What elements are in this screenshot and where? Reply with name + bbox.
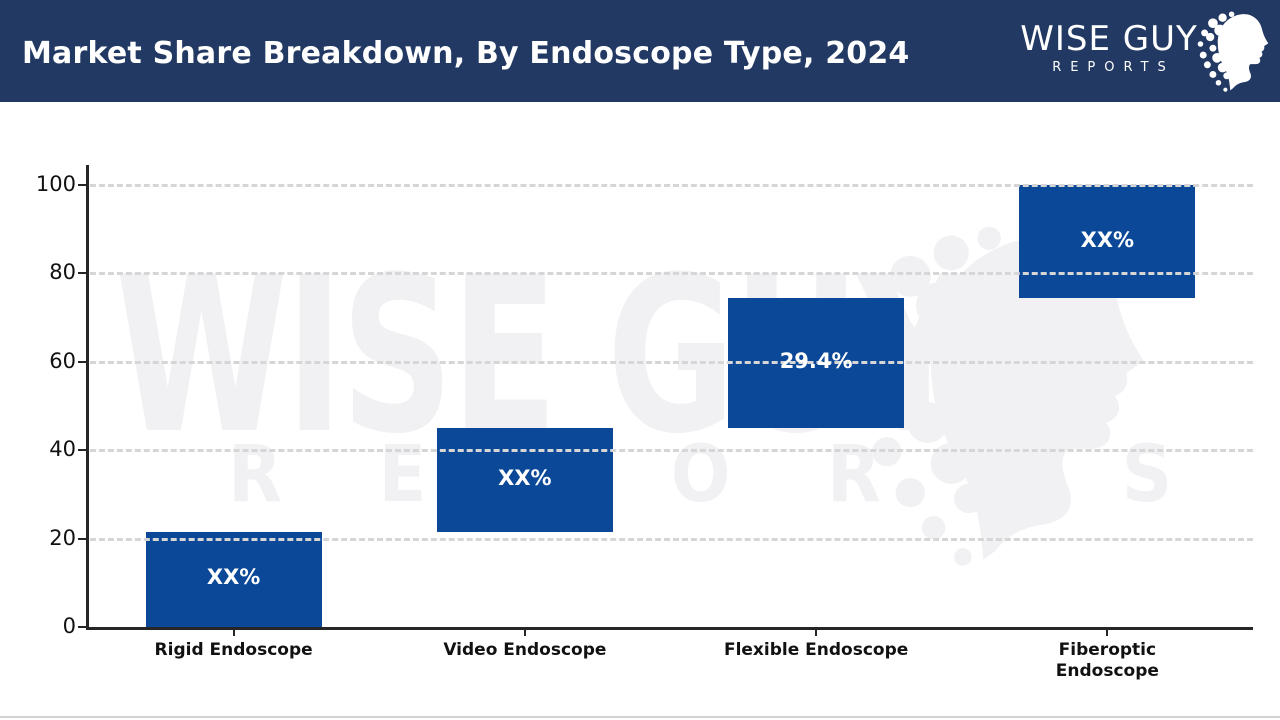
background-watermark-reports: R E P O R T S <box>228 430 1209 520</box>
y-tick-label: 40 <box>49 437 76 462</box>
y-axis-line <box>86 165 89 627</box>
x-category-label: Video Endoscope <box>443 640 607 660</box>
brand-logo: WISE GUY REPORTS <box>1020 6 1270 98</box>
y-tick-mark <box>78 184 87 186</box>
brand-subtext: REPORTS <box>1052 60 1175 75</box>
x-category-label: Rigid Endoscope <box>154 640 313 660</box>
x-tick-mark <box>1106 627 1109 636</box>
y-tick-mark <box>78 360 87 363</box>
y-gridline <box>90 184 1253 187</box>
y-gridline <box>90 272 1253 276</box>
bar-value-label: XX% <box>206 565 261 590</box>
y-tick-label: 0 <box>62 614 76 638</box>
y-gridline <box>90 449 1253 453</box>
x-category-label: Fiberoptic Endoscope <box>1055 640 1159 682</box>
y-gridline <box>90 537 1253 541</box>
y-tick-label: 60 <box>49 348 76 373</box>
bar-value-label: 29.4% <box>779 349 853 374</box>
y-tick-mark <box>78 272 87 275</box>
bar <box>145 531 322 627</box>
x-tick-mark <box>523 627 526 636</box>
bottom-divider <box>0 716 1280 718</box>
y-gridline <box>90 360 1253 364</box>
wiseguy-head-logo-icon <box>1197 11 1269 92</box>
y-tick-mark <box>78 449 87 452</box>
y-tick-label: 80 <box>49 260 76 285</box>
bar-value-label: XX% <box>1080 227 1135 252</box>
x-tick-mark <box>815 627 818 636</box>
x-axis-line <box>86 627 1253 630</box>
y-tick-label: 100 <box>35 172 76 196</box>
brand-wordmark: WISE GUY <box>1020 19 1198 59</box>
x-category-label: Flexible Endoscope <box>723 640 909 660</box>
page-title: Market Share Breakdown, By Endoscope Typ… <box>22 36 910 71</box>
y-tick-mark <box>78 537 87 540</box>
header-bar: Market Share Breakdown, By Endoscope Typ… <box>0 0 1280 102</box>
bar <box>436 428 613 532</box>
x-tick-mark <box>232 627 235 636</box>
bar-value-label: XX% <box>498 466 552 491</box>
y-tick-label: 20 <box>49 525 76 550</box>
brand-wordmark-block: WISE GUY REPORTS <box>1020 22 1198 75</box>
y-tick-mark <box>78 626 87 628</box>
